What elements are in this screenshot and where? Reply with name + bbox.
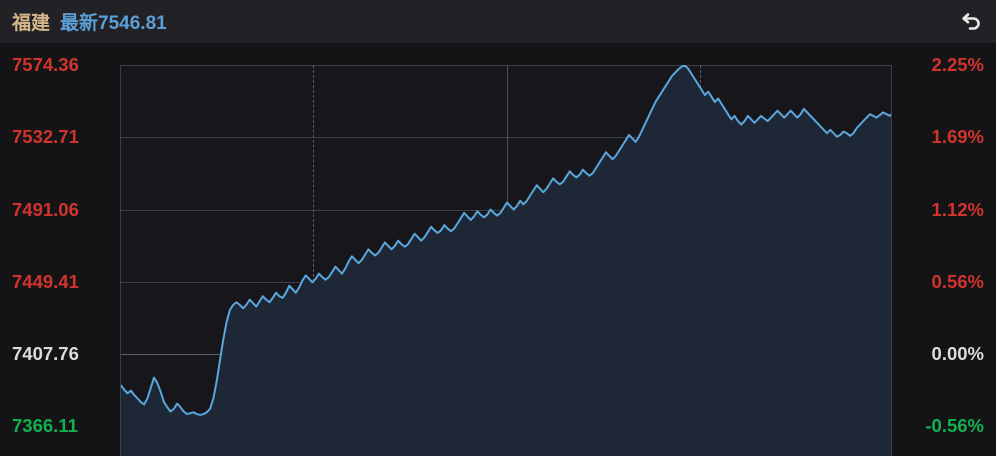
gridline-h-0 bbox=[121, 65, 891, 66]
chart-header: 福建 最新7546.81 bbox=[0, 0, 996, 43]
latest-price-value: 7546.81 bbox=[98, 13, 167, 34]
plot-area[interactable] bbox=[120, 65, 892, 456]
left-axis-tick-5: 7366.11 bbox=[12, 415, 78, 436]
symbol-name: 福建 bbox=[12, 13, 51, 34]
right-axis-tick-5: -0.56% bbox=[925, 415, 984, 436]
right-axis-tick-1: 1.69% bbox=[931, 126, 984, 147]
price-line bbox=[121, 65, 891, 416]
left-axis-tick-0: 7574.36 bbox=[12, 54, 79, 75]
left-axis-tick-4: 7407.76 bbox=[12, 343, 79, 364]
right-axis-tick-0: 2.25% bbox=[931, 54, 984, 75]
latest-price-group: 最新7546.81 bbox=[60, 8, 167, 35]
latest-price-label: 最新 bbox=[60, 13, 99, 34]
chart-region[interactable]: 7574.36 7532.71 7491.06 7449.41 7407.76 … bbox=[0, 43, 996, 456]
left-axis-tick-2: 7491.06 bbox=[12, 199, 79, 220]
gridline-h-1 bbox=[121, 137, 891, 138]
header-title-group: 福建 最新7546.81 bbox=[12, 0, 167, 43]
price-series-svg bbox=[121, 65, 891, 456]
right-axis-tick-4: 0.00% bbox=[931, 343, 984, 364]
right-axis-tick-3: 0.56% bbox=[931, 271, 984, 292]
right-axis-tick-2: 1.12% bbox=[931, 199, 984, 220]
left-axis-tick-3: 7449.41 bbox=[12, 271, 79, 292]
gridline-v-0 bbox=[313, 65, 314, 456]
left-axis-tick-1: 7532.71 bbox=[12, 126, 79, 147]
price-area-fill bbox=[121, 65, 891, 456]
back-arrow-icon[interactable] bbox=[956, 8, 984, 36]
